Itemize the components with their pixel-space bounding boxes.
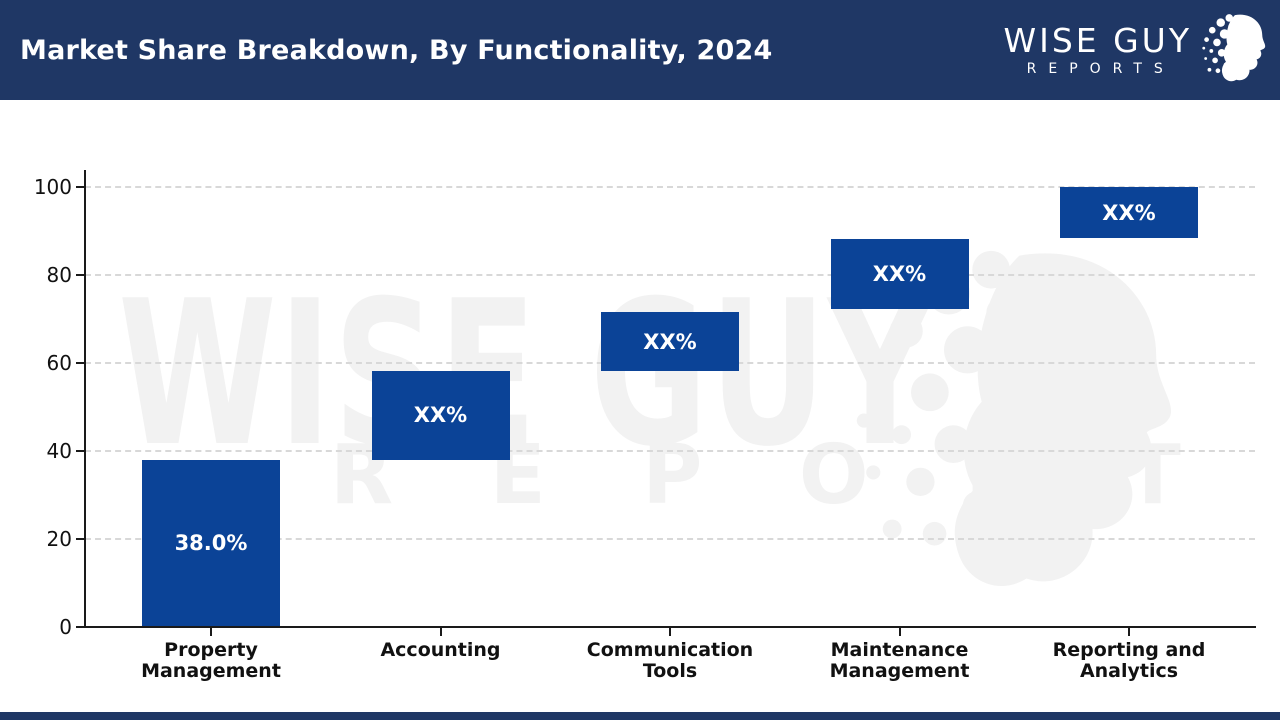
y-tick-label-0: 0 [59,615,72,639]
y-tick-mark-80 [76,274,84,276]
gridline-100 [85,186,1255,188]
gridline-80 [85,274,1255,276]
category-label-2: Communication Tools [586,639,754,682]
bar-value-label: 38.0% [174,531,248,556]
wiseguy-logo: WISE GUY REPORTS [1003,11,1266,89]
logo-text: WISE GUY REPORTS [1003,24,1192,76]
page-title: Market Share Breakdown, By Functionality… [20,34,773,66]
bar-value-label: XX% [1102,200,1156,225]
x-tick-mark-0 [210,628,212,636]
logo-wordmark: WISE GUY [1003,21,1192,60]
y-tick-label-60: 60 [46,351,72,375]
y-tick-label-40: 40 [46,439,72,463]
x-tick-mark-3 [898,628,901,636]
y-axis-line [84,170,86,628]
x-axis-line [84,626,1256,628]
y-tick-mark-20 [76,538,84,540]
y-tick-label-100: 100 [33,175,72,199]
bar-communication-tools: XX% [601,312,739,371]
bar-value-label: XX% [643,329,697,354]
category-label-3: Maintenance Management [829,639,970,682]
category-label-1: Accounting [380,639,501,661]
y-tick-label-20: 20 [46,527,72,551]
gridline-20 [85,538,1255,540]
y-tick-label-80: 80 [46,263,72,287]
bar-value-label: XX% [872,261,927,286]
bar-reporting-and-analytics: XX% [1060,187,1198,239]
footer-bar [0,712,1280,720]
gridline-40 [85,450,1255,452]
bar-maintenance-management: XX% [830,238,969,310]
logo-head-icon [1202,14,1266,82]
y-tick-mark-100 [76,186,84,188]
y-tick-mark-40 [76,450,84,452]
category-label-4: Reporting and Analytics [1052,639,1206,682]
x-tick-mark-2 [669,628,671,636]
header: Market Share Breakdown, By Functionality… [0,0,1280,100]
x-tick-mark-1 [439,628,442,636]
category-label-0: Property Management [141,639,281,682]
logo-subtext: REPORTS [1026,61,1175,77]
plot-area: 38.0% XX% XX% XX% XX% [85,186,1255,627]
y-tick-mark-60 [76,362,84,364]
bar-accounting: XX% [371,370,510,460]
y-tick-mark-0 [76,626,84,628]
bar-value-label: XX% [413,403,468,428]
bar-property-management: 38.0% [142,459,280,627]
x-tick-mark-4 [1128,628,1130,636]
